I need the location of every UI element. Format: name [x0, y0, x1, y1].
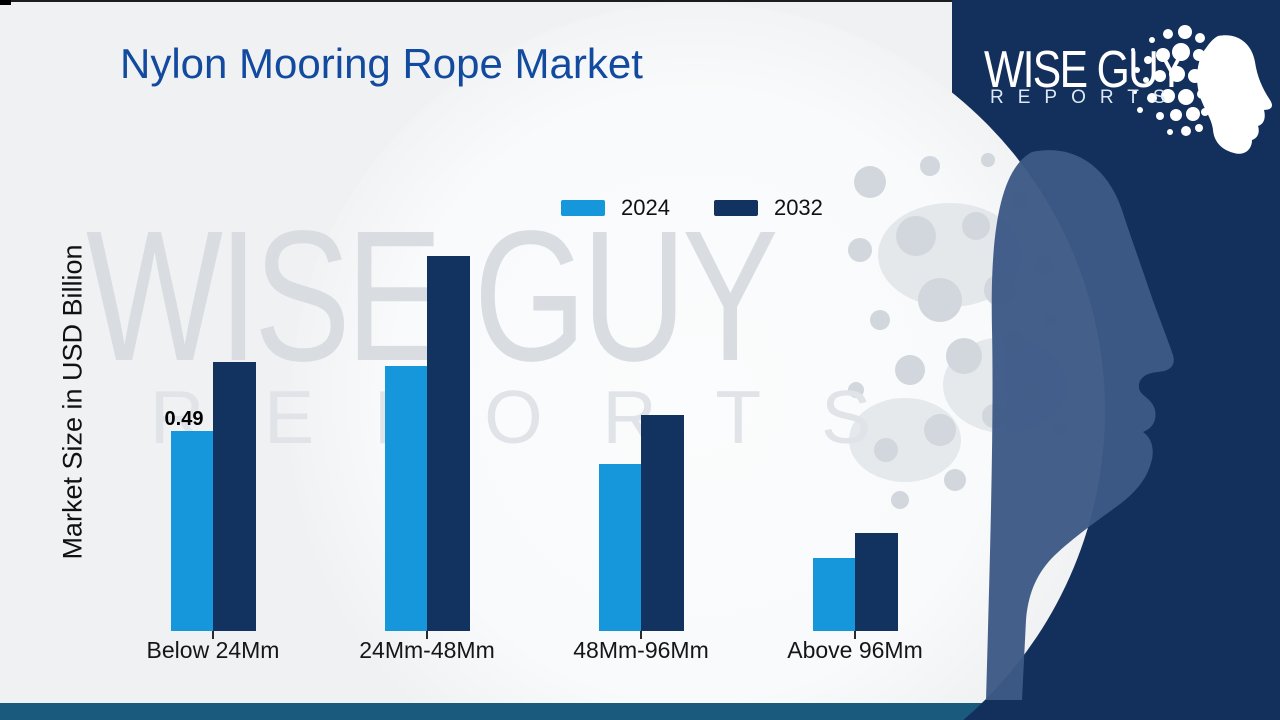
logo-subtitle: REPORTS: [990, 87, 1180, 108]
x-axis-label: Below 24Mm: [146, 637, 280, 663]
bar-2032-Below-24Mm: [213, 362, 256, 631]
corner-wedge: [0, 0, 11, 5]
x-axis-tick: [212, 631, 214, 639]
top-edge-line: [0, 0, 952, 2]
bar-value-label: 0.49: [164, 408, 204, 430]
bar-2024-Below-24Mm: [171, 431, 213, 631]
